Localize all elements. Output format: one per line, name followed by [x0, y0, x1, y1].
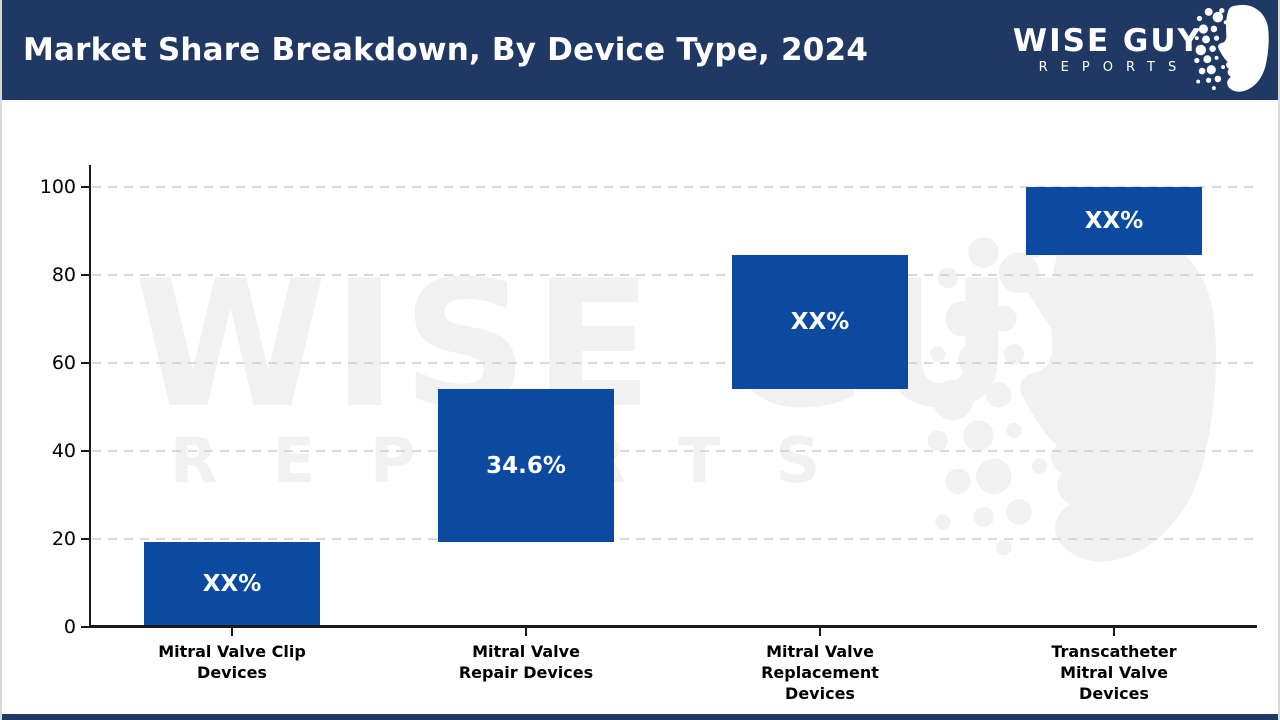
x-category-label-line: Mitral Valve Clip — [158, 642, 306, 661]
y-tick-mark-40 — [81, 450, 89, 452]
x-category-label-line: Devices — [1079, 684, 1149, 703]
bar-1: XX% — [144, 541, 320, 627]
y-tick-mark-0 — [81, 626, 89, 628]
y-tick-label-0: 0 — [63, 616, 76, 638]
x-category-label-line: Mitral Valve — [766, 642, 874, 661]
x-category-label-line: Mitral Valve — [472, 642, 580, 661]
brand-logo: WISE GUY REPORTS — [1013, 4, 1278, 96]
brand-subtitle: REPORTS — [1038, 59, 1190, 75]
x-tick-mark-3 — [819, 628, 821, 636]
y-tick-label-80: 80 — [51, 264, 76, 286]
y-tick-label-40: 40 — [51, 440, 76, 462]
chart-title: Market Share Breakdown, By Device Type, … — [23, 32, 869, 68]
x-axis-spine — [89, 625, 1257, 628]
bar-value-label-3: XX% — [790, 309, 850, 336]
x-category-label-line: Transcatheter — [1051, 642, 1177, 661]
x-category-label-line: Mitral Valve — [1060, 663, 1168, 682]
header: Market Share Breakdown, By Device Type, … — [2, 0, 1278, 100]
brand-face-icon — [1194, 4, 1269, 92]
bar-3: XX% — [732, 254, 908, 390]
y-tick-mark-20 — [81, 538, 89, 540]
gridline-40 — [92, 450, 1255, 452]
gridline-60 — [92, 362, 1255, 364]
bar-value-label-2: 34.6% — [486, 452, 566, 479]
y-tick-label-20: 20 — [51, 528, 76, 550]
gridline-20 — [92, 538, 1255, 540]
x-tick-mark-2 — [525, 628, 527, 636]
bar-value-label-1: XX% — [202, 571, 262, 598]
gridline-80 — [92, 274, 1255, 276]
bar-2: 34.6% — [438, 389, 614, 542]
y-tick-label-60: 60 — [51, 352, 76, 374]
y-tick-mark-80 — [81, 274, 89, 276]
x-category-label-1: Mitral Valve Clip Devices — [102, 641, 362, 683]
y-tick-mark-100 — [81, 186, 89, 188]
y-axis-spine — [89, 165, 91, 627]
bar-4: XX% — [1026, 187, 1202, 255]
x-tick-mark-1 — [231, 628, 233, 636]
x-category-label-line: Repair Devices — [458, 663, 594, 682]
brand-name: WISE GUY — [1012, 23, 1202, 60]
brand-logo-text: WISE GUY REPORTS — [1013, 25, 1202, 75]
watermark-brand-name: WISE GUY — [134, 244, 1152, 447]
gridline-100 — [92, 186, 1255, 188]
x-category-label-line: Devices — [785, 684, 855, 703]
bar-value-label-4: XX% — [1084, 207, 1144, 234]
y-tick-mark-60 — [81, 362, 89, 364]
x-category-label-3: Mitral Valve Replacement Devices — [690, 641, 950, 704]
y-tick-label-100: 100 — [39, 176, 76, 198]
x-category-label-line: Replacement — [761, 663, 879, 682]
footer-strip — [2, 714, 1278, 720]
x-category-label-2: Mitral Valve Repair Devices — [396, 641, 656, 683]
x-category-label-line: Devices — [197, 663, 267, 682]
x-category-label-4: Transcatheter Mitral Valve Devices — [984, 641, 1244, 704]
x-tick-mark-4 — [1113, 628, 1115, 636]
